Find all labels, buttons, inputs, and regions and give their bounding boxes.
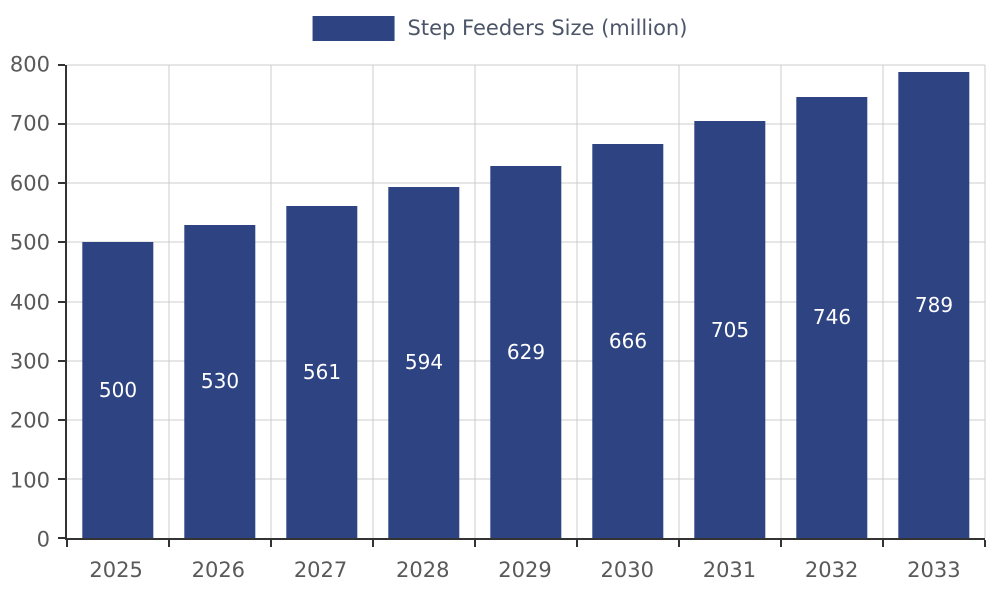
x-tick-label: 2032 (804, 558, 859, 582)
bar-2033: 789 (898, 71, 970, 538)
bar-2030: 666 (592, 144, 664, 538)
x-tick-mark (66, 540, 68, 547)
y-tick-label: 700 (9, 111, 50, 136)
x-tick-mark (984, 540, 986, 547)
x-tick-label: 2030 (600, 558, 654, 582)
x-tick-label: 2029 (498, 558, 552, 582)
y-tick-label: 800 (9, 52, 50, 77)
bar-value-label: 530 (200, 369, 240, 394)
plot-area: 500 530 561 594 629 666 705 746 789 (58, 64, 986, 547)
bar-2027: 561 (286, 206, 358, 538)
v-gridline (576, 65, 578, 538)
bar-value-label: 500 (98, 378, 138, 403)
bar-2029: 629 (490, 166, 562, 538)
h-gridline (67, 123, 985, 125)
x-tick-label: 2026 (191, 558, 246, 582)
bar-value-label: 594 (404, 350, 444, 375)
x-tick-mark (882, 540, 884, 547)
x-tick-label: 2027 (293, 558, 348, 582)
y-tick-mark (58, 418, 65, 421)
bar-2026: 530 (184, 224, 256, 538)
v-gridline (474, 65, 476, 538)
y-tick-mark (58, 64, 65, 66)
bar-value-label: 705 (710, 317, 750, 342)
x-tick-label: 2028 (396, 558, 450, 582)
bar-2032: 746 (796, 96, 868, 538)
bar-value-label: 629 (506, 340, 546, 365)
v-gridline (372, 65, 374, 538)
x-tick-label: 2025 (89, 558, 143, 582)
bar-value-label: 666 (608, 329, 648, 354)
y-tick-mark (58, 123, 65, 126)
y-tick-label: 100 (9, 468, 50, 493)
h-gridline (67, 64, 985, 66)
y-tick-mark (58, 477, 65, 480)
y-tick-mark (58, 300, 65, 303)
x-tick-mark (168, 540, 170, 547)
bar-value-label: 789 (914, 292, 954, 317)
x-tick-mark (371, 540, 374, 547)
y-tick-label: 500 (9, 230, 50, 255)
y-tick-mark (58, 537, 65, 539)
x-tick-mark (576, 540, 578, 547)
x-tick-mark (270, 540, 272, 547)
y-tick-mark (58, 241, 65, 244)
bar-value-label: 746 (812, 305, 852, 330)
y-tick-label: 200 (9, 408, 50, 433)
x-tick-label: 2033 (907, 558, 961, 582)
y-axis-labels: 0 100 200 300 400 500 600 700 800 (0, 54, 52, 550)
y-tick-mark (58, 359, 65, 362)
v-gridline (168, 65, 170, 538)
y-tick-mark (58, 182, 65, 185)
bar-2031: 705 (694, 121, 766, 538)
legend: Step Feeders Size (million) (312, 16, 688, 42)
x-axis-labels: 2025 2026 2027 2028 2029 2030 2031 2032 2033 (65, 552, 985, 592)
y-tick-label: 300 (9, 349, 50, 374)
y-tick-label: 0 (36, 527, 50, 552)
v-gridline (984, 65, 986, 538)
bar-2025: 500 (82, 242, 154, 538)
bar-2028: 594 (388, 186, 460, 538)
legend-swatch (312, 16, 395, 42)
v-gridline (270, 65, 272, 538)
x-tick-mark (780, 540, 782, 547)
bar-value-label: 561 (302, 360, 342, 385)
y-tick-label: 400 (9, 290, 50, 314)
legend-label: Step Feeders Size (million) (407, 16, 688, 40)
x-tick-mark (474, 540, 476, 547)
v-gridline (780, 65, 782, 538)
x-tick-mark (677, 540, 680, 547)
x-tick-label: 2031 (702, 558, 757, 582)
v-gridline (882, 65, 884, 538)
v-gridline (678, 65, 680, 538)
y-tick-label: 600 (9, 171, 50, 196)
